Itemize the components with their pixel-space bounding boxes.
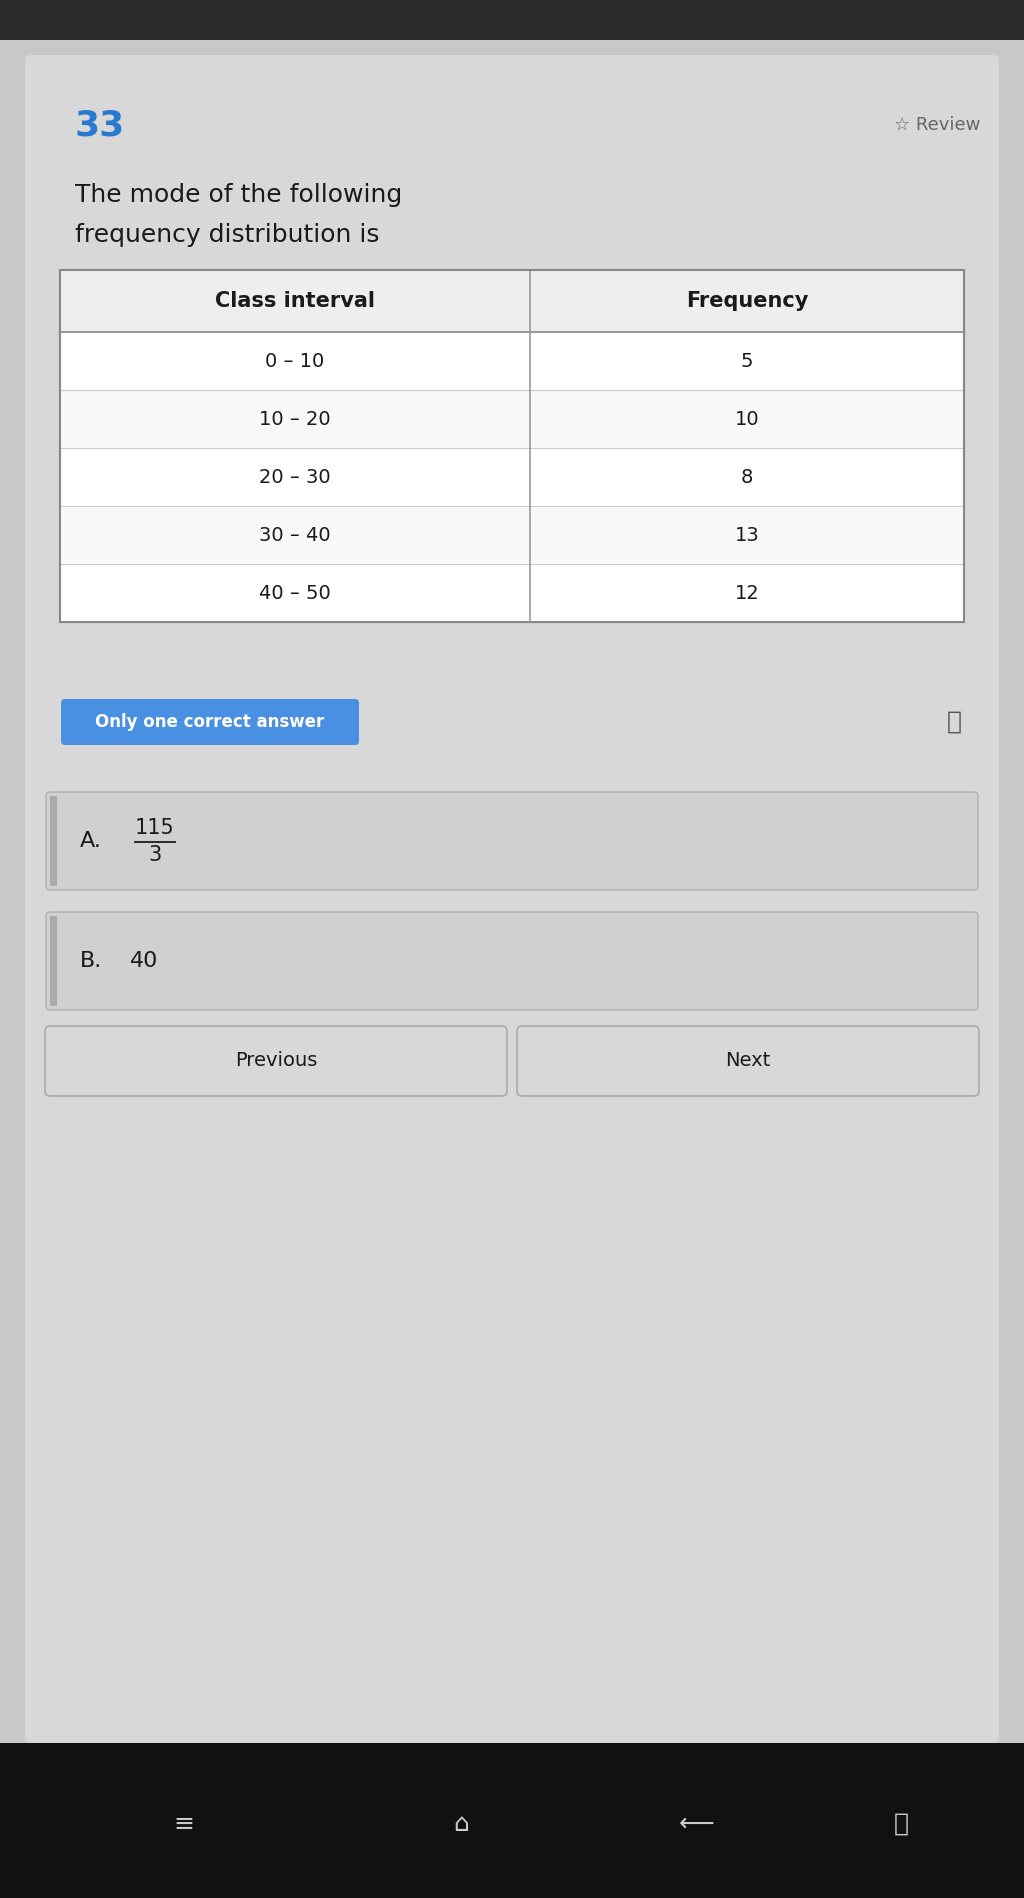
Text: 115: 115 (135, 818, 175, 839)
Bar (60, 448, 964, 507)
Bar (60, 389, 964, 448)
Text: 20 – 30: 20 – 30 (259, 467, 331, 486)
Text: 3: 3 (148, 845, 162, 865)
FancyBboxPatch shape (517, 1027, 979, 1095)
Bar (60, 332, 964, 389)
Text: 13: 13 (734, 526, 760, 545)
Text: Class interval: Class interval (215, 290, 375, 311)
Bar (60, 270, 964, 332)
Bar (0, 1742, 1024, 1898)
Text: Previous: Previous (234, 1051, 317, 1070)
Bar (50, 795, 57, 886)
Text: ⟵: ⟵ (678, 1811, 715, 1835)
Bar (60, 270, 964, 623)
Text: ≡: ≡ (174, 1811, 195, 1835)
Text: 8: 8 (740, 467, 754, 486)
Text: frequency distribution is: frequency distribution is (75, 222, 380, 247)
Text: ⓘ: ⓘ (946, 710, 962, 735)
Text: ☆ Review: ☆ Review (894, 116, 980, 135)
Bar (60, 270, 964, 623)
Bar (0, 0, 1024, 40)
Text: 40: 40 (130, 951, 159, 972)
Text: Next: Next (725, 1051, 771, 1070)
FancyBboxPatch shape (46, 913, 978, 1010)
Text: 40 – 50: 40 – 50 (259, 583, 331, 602)
Text: 33: 33 (75, 108, 125, 142)
FancyBboxPatch shape (25, 55, 999, 1742)
Bar (60, 564, 964, 623)
FancyBboxPatch shape (61, 698, 359, 746)
Text: ⌂: ⌂ (453, 1811, 469, 1835)
Text: Only one correct answer: Only one correct answer (95, 714, 325, 731)
Text: A.: A. (80, 831, 101, 850)
Text: Frequency: Frequency (686, 290, 808, 311)
Text: 🚶: 🚶 (894, 1811, 908, 1835)
FancyBboxPatch shape (46, 791, 978, 890)
Text: 12: 12 (734, 583, 760, 602)
Text: 30 – 40: 30 – 40 (259, 526, 331, 545)
Text: B.: B. (80, 951, 102, 972)
Text: The mode of the following: The mode of the following (75, 182, 402, 207)
Bar (60, 507, 964, 564)
Bar (50, 917, 57, 1006)
Text: 5: 5 (740, 351, 754, 370)
Text: 10: 10 (735, 410, 760, 429)
Text: 0 – 10: 0 – 10 (265, 351, 325, 370)
FancyBboxPatch shape (45, 1027, 507, 1095)
Text: 10 – 20: 10 – 20 (259, 410, 331, 429)
